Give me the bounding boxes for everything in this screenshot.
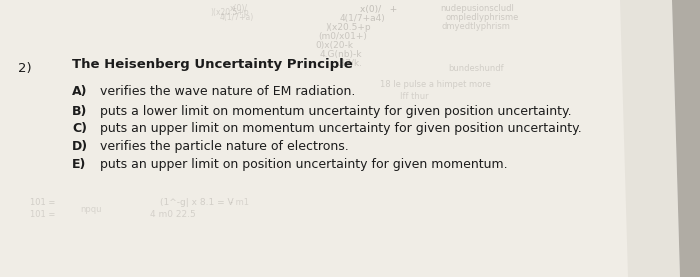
Text: )(x20.5+p: )(x20.5+p (210, 8, 248, 17)
Text: E): E) (72, 158, 86, 171)
Text: 101 =: 101 = (30, 198, 55, 207)
Text: ompledlyphrisme: ompledlyphrisme (445, 13, 519, 22)
Text: 4.G(nb)-k: 4.G(nb)-k (320, 50, 363, 59)
Text: puts an upper limit on momentum uncertainty for given position uncertainty.: puts an upper limit on momentum uncertai… (100, 122, 582, 135)
Text: B): B) (72, 105, 88, 118)
Text: - m1: - m1 (230, 198, 249, 207)
Polygon shape (672, 0, 700, 277)
Text: dmyedtlyphrism: dmyedtlyphrism (442, 22, 511, 31)
Text: )(x20.5+p: )(x20.5+p (325, 23, 370, 32)
Polygon shape (0, 0, 680, 277)
Text: npqu: npqu (80, 205, 101, 214)
Text: A): A) (72, 85, 88, 98)
Text: puts an upper limit on position uncertainty for given momentum.: puts an upper limit on position uncertai… (100, 158, 508, 171)
Text: x(0)/: x(0)/ (230, 4, 248, 13)
Polygon shape (620, 0, 680, 277)
Text: x(0)/   +: x(0)/ + (360, 5, 398, 14)
Text: Iff thur: Iff thur (400, 92, 428, 101)
Text: 0)x(20-k: 0)x(20-k (315, 41, 353, 50)
Text: puts a lower limit on momentum uncertainty for given position uncertainty.: puts a lower limit on momentum uncertain… (100, 105, 572, 118)
Text: 4(1/7+a): 4(1/7+a) (220, 13, 254, 22)
Text: (m0/x01+): (m0/x01+) (318, 32, 367, 41)
Text: bundeshundf: bundeshundf (448, 64, 503, 73)
Text: 101 =: 101 = (30, 210, 55, 219)
Text: verifies the particle nature of electrons.: verifies the particle nature of electron… (100, 140, 349, 153)
Text: D): D) (72, 140, 88, 153)
Text: verifies the wave nature of EM radiation.: verifies the wave nature of EM radiation… (100, 85, 356, 98)
Text: 2): 2) (18, 62, 32, 75)
Text: C): C) (72, 122, 87, 135)
Text: 4(1/7+a4): 4(1/7+a4) (340, 14, 386, 23)
Text: The Heisenberg Uncertainty Principle: The Heisenberg Uncertainty Principle (72, 58, 353, 71)
Text: 4 m0 22.5: 4 m0 22.5 (150, 210, 196, 219)
Text: nudepusionscludl: nudepusionscludl (440, 4, 514, 13)
Text: 18 le pulse a himpet more: 18 le pulse a himpet more (380, 80, 491, 89)
Text: x37/k.: x37/k. (335, 59, 363, 68)
Text: (1^-g| x 8.1 = V: (1^-g| x 8.1 = V (160, 198, 234, 207)
